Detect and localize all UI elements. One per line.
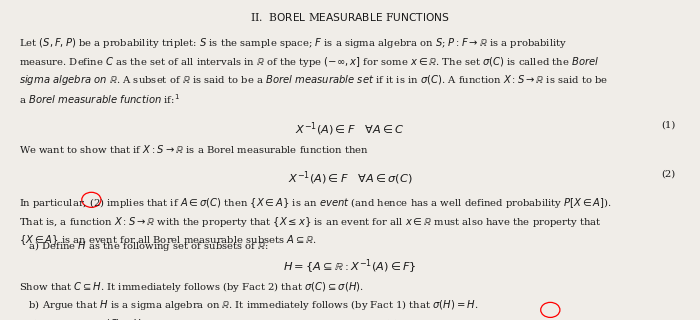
Text: II.  B$\mathsf{OREL}$ M$\mathsf{EASURABLE}$ F$\mathsf{UNCTIONS}$: II. B$\mathsf{OREL}$ M$\mathsf{EASURABLE… [250,11,450,23]
Text: a) Define $H$ as the following set of subsets of $\mathbb{R}$:: a) Define $H$ as the following set of su… [20,239,270,253]
Text: In particular, (2) implies that if $A \in \sigma(C)$ then $\{X \in A\}$ is an $\: In particular, (2) implies that if $A \i… [20,196,612,247]
Text: $X^{-1}(A) \in F \quad \forall A \in \sigma(C)$: $X^{-1}(A) \in F \quad \forall A \in \si… [288,169,412,187]
Text: (2): (2) [662,169,676,179]
Text: (1): (1) [662,121,676,130]
Text: Let $(S, F, P)$ be a probability triplet: $S$ is the sample space; $F$ is a sigm: Let $(S, F, P)$ be a probability triplet… [20,36,609,106]
Text: Show that $C \subseteq H$. It immediately follows (by Fact 2) that $\sigma(C) \s: Show that $C \subseteq H$. It immediatel… [20,280,479,320]
Text: $H = \{A \subseteq \mathbb{R} : X^{-1}(A) \in F\}$: $H = \{A \subseteq \mathbb{R} : X^{-1}(A… [284,258,416,276]
Text: We want to show that if $X : S \rightarrow \mathbb{R}$ is a Borel measurable fun: We want to show that if $X : S \rightarr… [20,143,369,155]
Text: $X^{-1}(A) \in F \quad \forall A \in C$: $X^{-1}(A) \in F \quad \forall A \in C$ [295,121,405,138]
